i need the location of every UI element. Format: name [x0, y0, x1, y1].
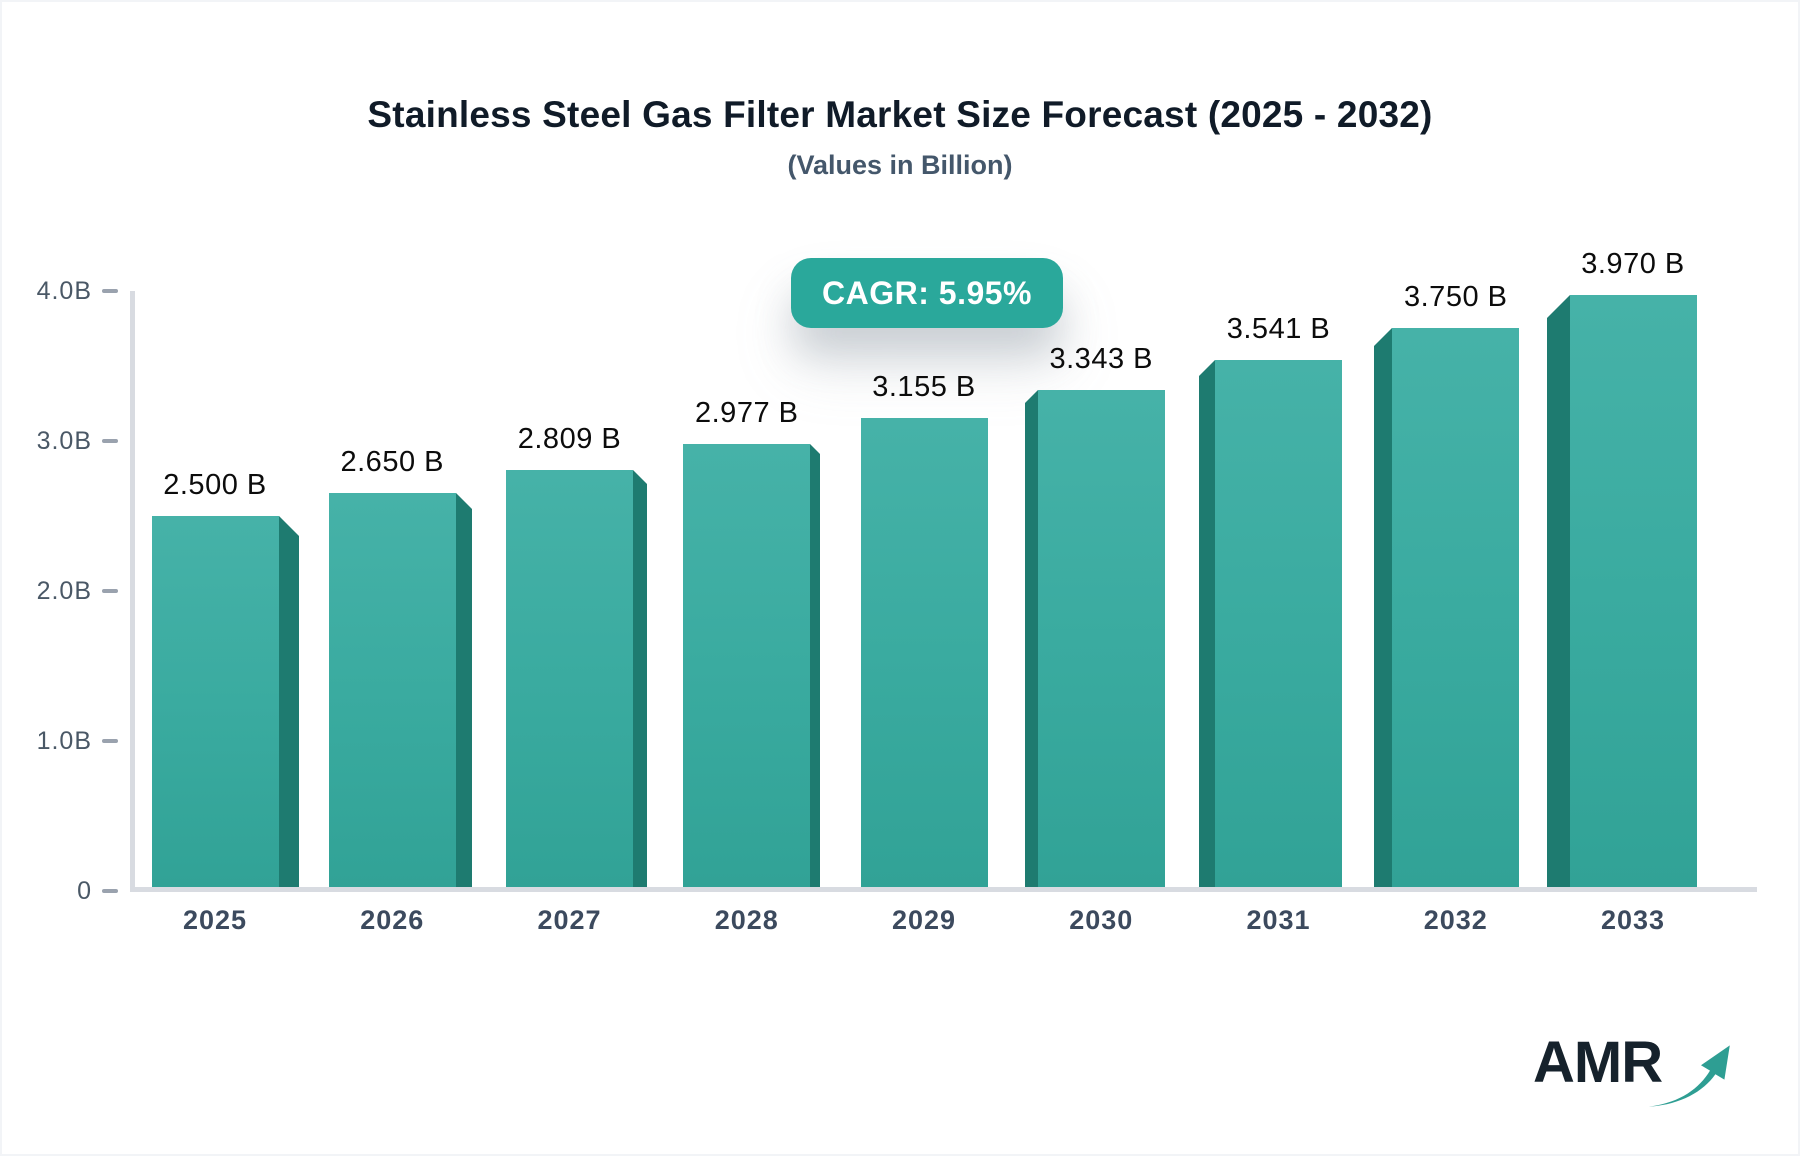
bar-value-label: 3.750 B: [1404, 281, 1508, 313]
bar-2026: [328, 493, 472, 891]
y-axis-tick: [102, 589, 118, 593]
x-axis-label: 2032: [1423, 905, 1488, 935]
x-axis-label: 2029: [891, 905, 957, 935]
amr-logo: AMR: [1533, 1034, 1738, 1112]
x-axis-label: 2030: [1069, 905, 1134, 935]
y-axis-tick: [102, 289, 118, 293]
y-axis-tick: [102, 439, 118, 443]
x-axis-label: 2025: [182, 905, 248, 935]
bar-2027: [506, 470, 647, 891]
chart-title: Stainless Steel Gas Filter Market Size F…: [367, 94, 1433, 135]
bar-value-label: 2.500 B: [163, 469, 267, 501]
x-axis-label: 2031: [1246, 905, 1311, 935]
bar-value-label: 2.809 B: [517, 423, 622, 455]
y-axis-line: [130, 291, 135, 892]
bar-2029: [860, 418, 988, 891]
y-axis-tick: [102, 889, 118, 893]
bar-2033: [1546, 295, 1697, 891]
x-axis-label: 2028: [714, 905, 779, 935]
y-axis-tick-label: 0: [77, 877, 92, 905]
bar-value-label: 2.977 B: [695, 397, 799, 429]
bar-value-label: 2.650 B: [340, 446, 444, 478]
x-axis-label: 2033: [1600, 905, 1666, 935]
bar-2032: [1374, 328, 1520, 891]
y-axis-tick-label: 3.0B: [36, 427, 92, 455]
bar-value-label: 3.343 B: [1049, 343, 1153, 375]
y-axis-tick-label: 2.0B: [36, 577, 92, 605]
x-axis-label: 2027: [537, 905, 602, 935]
bar-2030: [1024, 390, 1165, 891]
bar-2025: [151, 516, 299, 891]
logo-text: AMR: [1533, 1030, 1663, 1095]
x-axis-line: [130, 887, 1757, 892]
y-axis-tick-label: 1.0B: [36, 727, 92, 755]
bar-value-label: 3.541 B: [1226, 313, 1331, 345]
x-axis-label: 2026: [360, 905, 425, 935]
chart-subtitle: (Values in Billion): [787, 150, 1013, 180]
bar-value-label: 3.970 B: [1581, 248, 1685, 280]
growth-arrow-icon: [1648, 1045, 1730, 1107]
y-axis-tick-label: 4.0B: [36, 277, 92, 305]
y-axis-tick: [102, 739, 118, 743]
bar-2031: [1199, 360, 1342, 891]
bar-2028: [683, 444, 821, 891]
bar-value-label: 3.155 B: [872, 371, 976, 403]
cagr-badge: CAGR: 5.95%: [791, 258, 1063, 328]
